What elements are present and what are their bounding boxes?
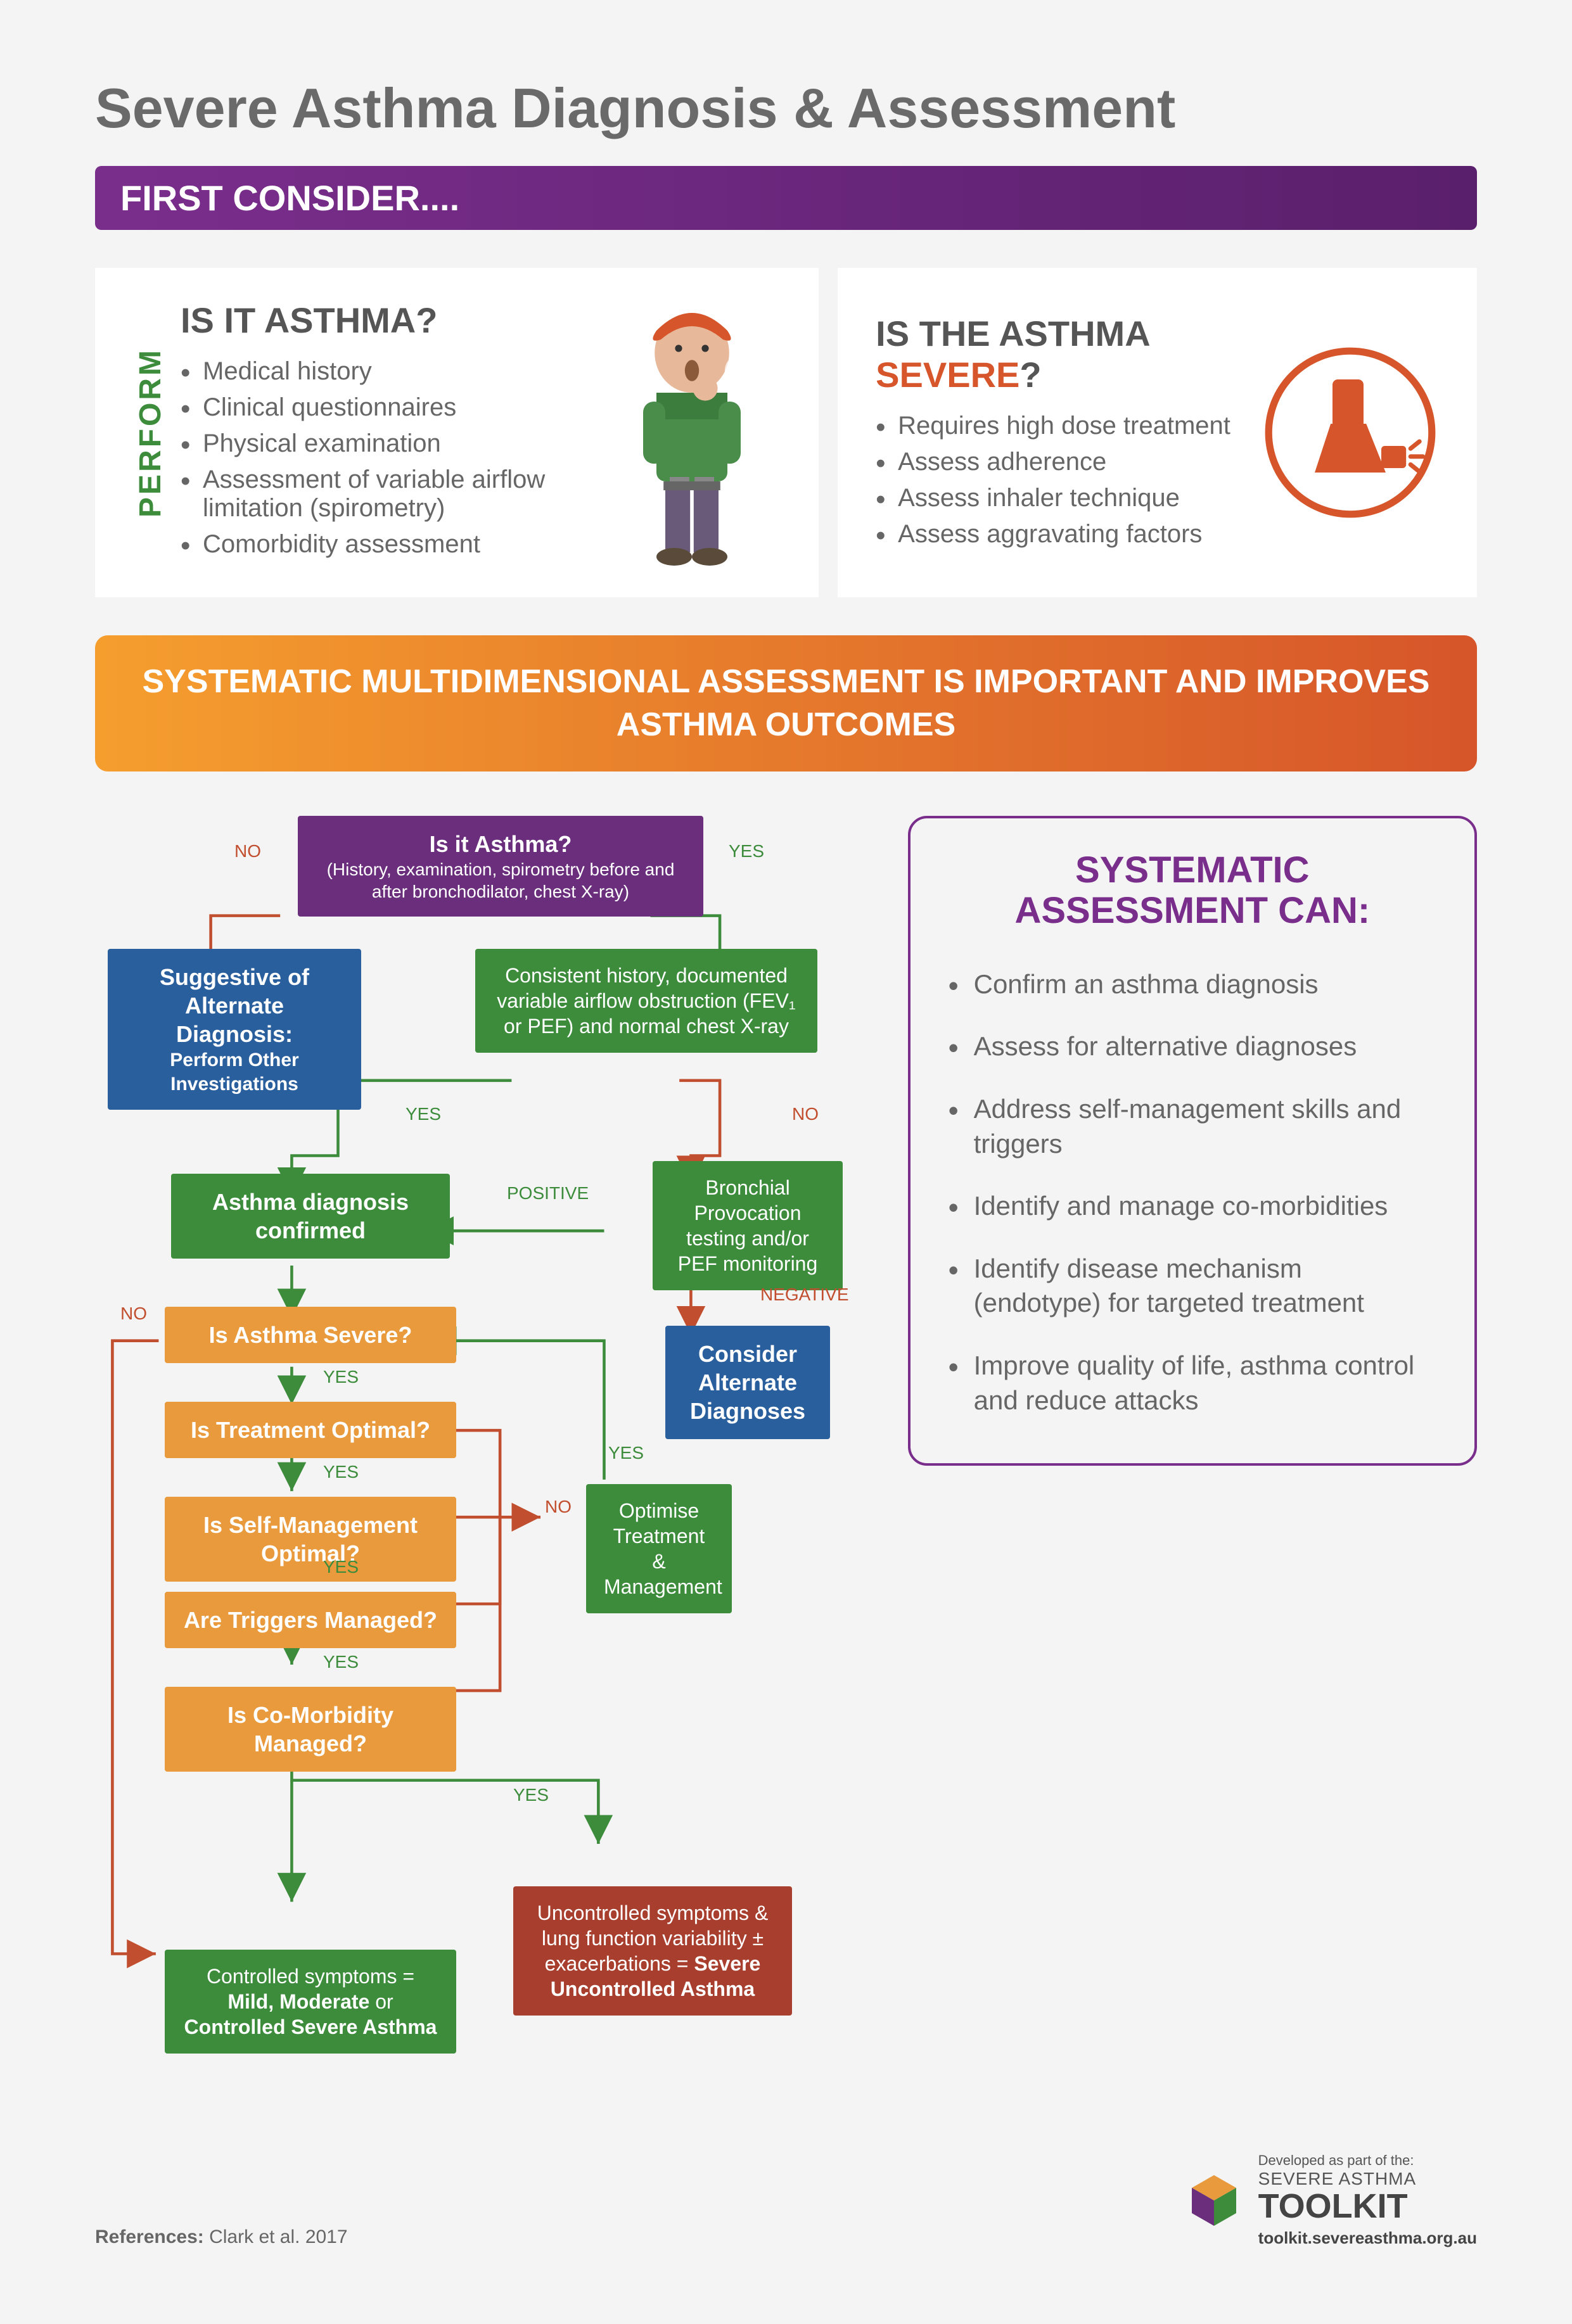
edge-label: YES [323,1462,359,1482]
list-item: Assess adherence [876,444,1236,480]
edge-label: YES [729,841,764,861]
node-bronchial: Bronchial Provocation testing and/or PEF… [653,1161,843,1290]
node-consider-alternate: Consider Alternate Diagnoses [665,1326,830,1439]
list-item: Assess inhaler technique [876,480,1236,516]
panel1-list: Medical history Clinical questionnaires … [181,353,591,562]
node-alternate-diagnosis: Suggestive of Alternate Diagnosis: Perfo… [108,949,361,1110]
list-item: Assess aggravating factors [876,516,1236,552]
panel2-heading: IS THE ASTHMA SEVERE? [876,313,1236,395]
edge-label: YES [513,1785,549,1805]
list-item: Identify and manage co-morbidities [949,1175,1436,1238]
edge-label: YES [608,1443,644,1463]
banner-systematic: SYSTEMATIC MULTIDIMENSIONAL ASSESSMENT I… [95,635,1477,771]
node-is-severe: Is Asthma Severe? [165,1307,456,1363]
edge-label: NO [545,1497,572,1517]
node-treatment-optimal: Is Treatment Optimal? [165,1402,456,1458]
node-controlled: Controlled symptoms = Mild, Moderate or … [165,1950,456,2054]
list-item: Address self-management skills and trigg… [949,1078,1436,1175]
node-is-it-asthma: Is it Asthma? (History, examination, spi… [298,816,703,917]
page-title: Severe Asthma Diagnosis & Assessment [95,76,1477,141]
perform-label: PERFORM [133,348,168,518]
panel-is-severe: IS THE ASTHMA SEVERE? Requires high dose… [838,268,1477,597]
list-item: Clinical questionnaires [181,390,591,426]
node-uncontrolled: Uncontrolled symptoms & lung function va… [513,1886,792,2016]
list-item: Medical history [181,353,591,390]
edge-label: YES [323,1557,359,1577]
list-item: Assess for alternative diagnoses [949,1015,1436,1078]
sidebar-systematic-can: SYSTEMATIC ASSESSMENT CAN: Confirm an as… [908,816,1477,1466]
references: References: Clark et al. 2017 [95,2226,348,2248]
list-item: Identify disease mechanism (endotype) fo… [949,1238,1436,1335]
panel-is-it-asthma: PERFORM IS IT ASTHMA? Medical history Cl… [95,268,819,597]
person-icon [603,300,781,566]
edge-label: YES [323,1367,359,1387]
list-item: Requires high dose treatment [876,408,1236,444]
lower-section: Is it Asthma? (History, examination, spi… [95,816,1477,2114]
edge-label: NEGATIVE [760,1285,849,1305]
list-item: Comorbidity assessment [181,526,591,562]
node-optimise: Optimise Treatment & Management [586,1484,732,1613]
edge-label: YES [323,1652,359,1672]
flowchart: Is it Asthma? (History, examination, spi… [95,816,876,2114]
edge-label: POSITIVE [507,1183,589,1203]
node-confirmed: Asthma diagnosis confirmed [171,1174,450,1259]
sidebar-list: Confirm an asthma diagnosis Assess for a… [949,953,1436,1432]
inhaler-icon [1262,344,1439,521]
edge-label: NO [234,841,261,861]
list-item: Improve quality of life, asthma control … [949,1335,1436,1432]
list-item: Assessment of variable airflow limitatio… [181,462,591,526]
node-consistent-history: Consistent history, documented variable … [475,949,817,1053]
toolkit-attribution: Developed as part of the: SEVERE ASTHMA … [1182,2152,1477,2248]
sidebar-heading: SYSTEMATIC ASSESSMENT CAN: [949,850,1436,931]
edge-label: YES [406,1104,441,1124]
node-triggers-managed: Are Triggers Managed? [165,1592,456,1648]
edge-label: NO [792,1104,819,1124]
panel2-list: Requires high dose treatment Assess adhe… [876,408,1236,552]
edge-label: NO [120,1304,147,1324]
banner-first-consider: FIRST CONSIDER.... [95,166,1477,230]
list-item: Confirm an asthma diagnosis [949,953,1436,1016]
toolkit-logo-icon [1182,2169,1246,2232]
consider-panels: PERFORM IS IT ASTHMA? Medical history Cl… [95,268,1477,597]
footer: References: Clark et al. 2017 Developed … [95,2152,1477,2248]
node-comorbidity-managed: Is Co-Morbidity Managed? [165,1687,456,1772]
node-selfmgmt-optimal: Is Self-Management Optimal? [165,1497,456,1582]
list-item: Physical examination [181,426,591,462]
panel1-heading: IS IT ASTHMA? [181,300,591,341]
